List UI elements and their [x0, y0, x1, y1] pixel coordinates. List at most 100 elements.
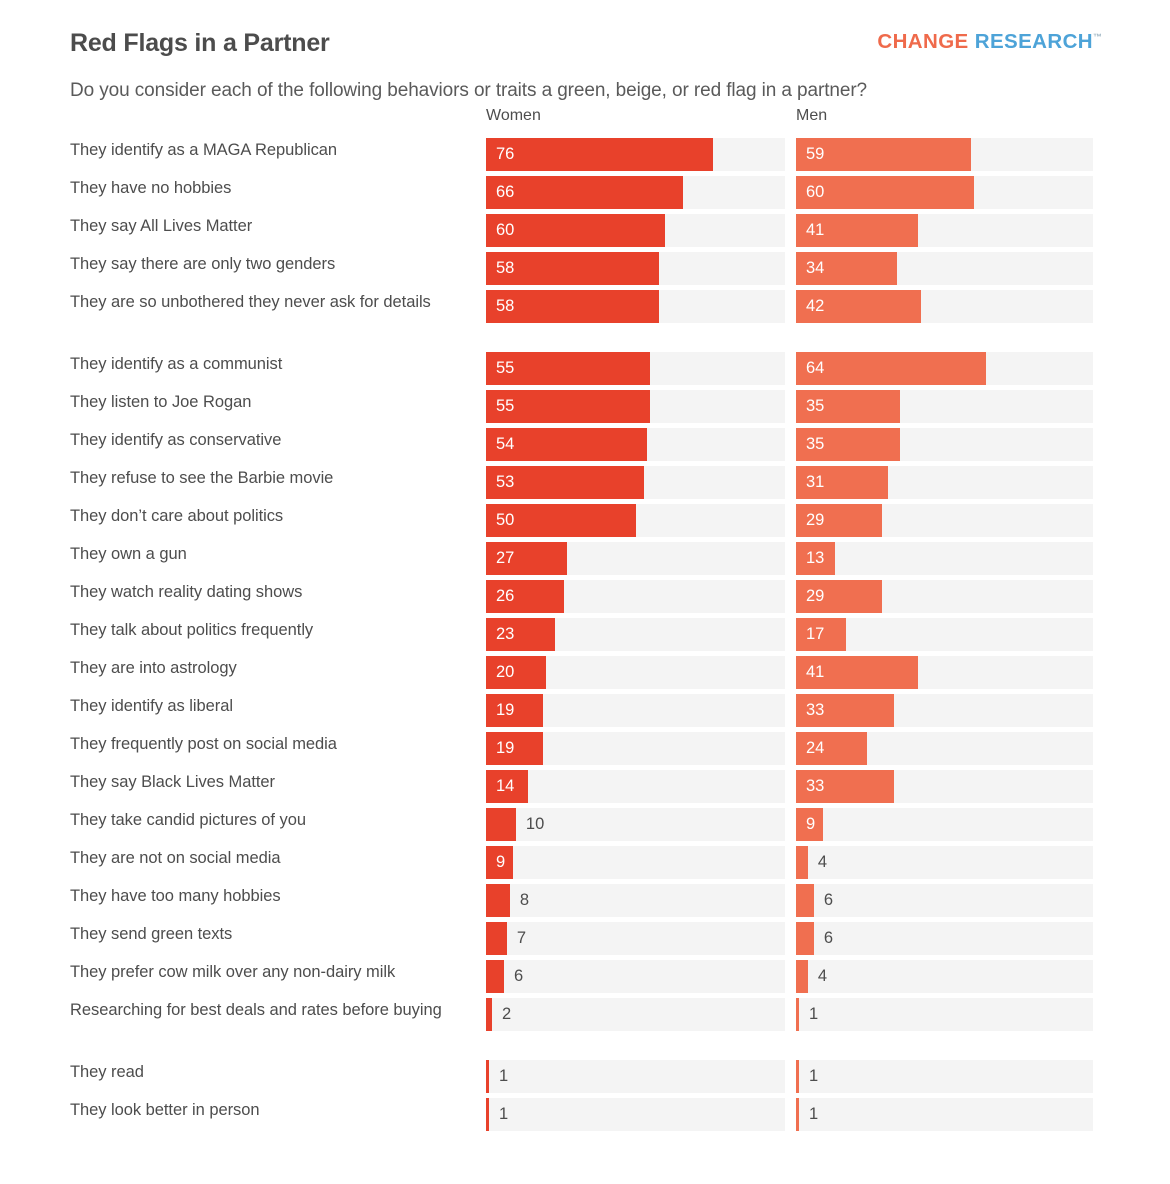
- bar-value-women: 7: [516, 929, 527, 947]
- bar-value-women: 6: [513, 967, 524, 985]
- bar-value-men: 13: [806, 549, 825, 567]
- bar-track-women: 60: [486, 214, 785, 247]
- row-label: They send green texts: [70, 925, 233, 943]
- bar-men: [796, 390, 900, 423]
- bar-track-women: 58: [486, 290, 785, 323]
- bar-value-women: 50: [496, 511, 515, 529]
- bar-men: [796, 998, 799, 1031]
- column-headers: Women Men: [0, 106, 1170, 132]
- table-row: They identify as liberal 19 33: [0, 694, 1170, 727]
- table-row: They have no hobbies 66 60: [0, 176, 1170, 209]
- table-row: They refuse to see the Barbie movie 53 31: [0, 466, 1170, 499]
- bar-value-men: 60: [806, 183, 825, 201]
- bar-track-men: 6: [796, 922, 1093, 955]
- bar-value-women: 54: [496, 435, 515, 453]
- bar-value-women: 23: [496, 625, 515, 643]
- bar-track-men: 1: [796, 998, 1093, 1031]
- bar-track-men: 29: [796, 580, 1093, 613]
- bar-track-women: 19: [486, 732, 785, 765]
- bar-men: [796, 1060, 799, 1093]
- bar-track-women: 50: [486, 504, 785, 537]
- row-label: They identify as conservative: [70, 431, 282, 449]
- table-row: They listen to Joe Rogan 55 35: [0, 390, 1170, 423]
- bar-value-men: 33: [806, 701, 825, 719]
- bar-value-men: 4: [817, 853, 828, 871]
- bar-value-women: 55: [496, 397, 515, 415]
- bar-track-men: 41: [796, 214, 1093, 247]
- bar-track-men: 29: [796, 504, 1093, 537]
- bar-track-men: 59: [796, 138, 1093, 171]
- bar-value-women: 26: [496, 587, 515, 605]
- bar-value-men: 42: [806, 297, 825, 315]
- bar-women: [486, 1098, 489, 1131]
- bar-value-men: 35: [806, 397, 825, 415]
- chart-subtitle: Do you consider each of the following be…: [70, 80, 868, 101]
- row-label: They refuse to see the Barbie movie: [70, 469, 334, 487]
- bar-track-men: 42: [796, 290, 1093, 323]
- bar-value-women: 8: [519, 891, 530, 909]
- bar-women: [486, 960, 504, 993]
- row-label: They identify as a MAGA Republican: [70, 141, 338, 159]
- bar-track-women: 20: [486, 656, 785, 689]
- bar-women: [486, 252, 660, 285]
- row-label: Researching for best deals and rates bef…: [70, 1001, 442, 1019]
- bar-men: [796, 542, 835, 575]
- bar-track-women: 7: [486, 922, 785, 955]
- bar-men: [796, 290, 921, 323]
- bar-men: [796, 618, 847, 651]
- bar-women: [486, 998, 492, 1031]
- table-row: They say there are only two genders 58 34: [0, 252, 1170, 285]
- row-label: They say there are only two genders: [70, 255, 336, 273]
- bar-track-women: 54: [486, 428, 785, 461]
- bar-men: [796, 428, 900, 461]
- bar-women: [486, 808, 516, 841]
- table-row: They don’t care about politics 50 29: [0, 504, 1170, 537]
- bar-value-women: 1: [499, 1067, 509, 1085]
- table-row: They say All Lives Matter 60 41: [0, 214, 1170, 247]
- bar-men: [796, 352, 987, 385]
- bar-track-men: 9: [796, 808, 1093, 841]
- bar-value-women: 19: [496, 701, 515, 719]
- bar-women: [486, 618, 555, 651]
- bar-women: [486, 390, 651, 423]
- table-row: They are not on social media 9 4: [0, 846, 1170, 879]
- bar-track-women: 19: [486, 694, 785, 727]
- table-row: They are so unbothered they never ask fo…: [0, 290, 1170, 343]
- bar-track-women: 2: [486, 998, 785, 1031]
- bar-men: [796, 694, 894, 727]
- bar-women: [486, 504, 636, 537]
- bar-track-women: 76: [486, 138, 785, 171]
- bar-women: [486, 352, 651, 385]
- bar-track-men: 41: [796, 656, 1093, 689]
- bar-men: [796, 466, 889, 499]
- chart-rows: They identify as a MAGA Republican 76 59 Th…: [0, 138, 1170, 1131]
- bar-value-men: 35: [806, 435, 825, 453]
- bar-value-men: 1: [809, 1105, 819, 1123]
- bar-men: [796, 656, 918, 689]
- table-row: They say Black Lives Matter 14 33: [0, 770, 1170, 803]
- bar-women: [486, 580, 564, 613]
- bar-value-women: 27: [496, 549, 515, 567]
- bar-value-men: 34: [806, 259, 825, 277]
- table-row: They talk about politics frequently 23 17: [0, 618, 1170, 651]
- page-title: Red Flags in a Partner: [70, 29, 330, 57]
- bar-track-men: 17: [796, 618, 1093, 651]
- bar-track-men: 1: [796, 1060, 1093, 1093]
- bar-value-women: 53: [496, 473, 515, 491]
- bar-value-women: 76: [496, 145, 515, 163]
- bar-track-men: 64: [796, 352, 1093, 385]
- bar-men: [796, 176, 975, 209]
- bar-track-women: 1: [486, 1098, 785, 1131]
- row-label: They own a gun: [70, 545, 187, 563]
- bar-value-men: 41: [806, 221, 825, 239]
- bar-value-men: 6: [823, 929, 833, 947]
- bar-value-men: 4: [817, 967, 828, 985]
- bar-value-men: 41: [806, 663, 825, 681]
- bar-value-women: 55: [496, 359, 515, 377]
- bar-value-men: 24: [806, 739, 825, 757]
- bar-men: [796, 1098, 799, 1131]
- row-label: They don’t care about politics: [70, 507, 284, 525]
- bar-women: [486, 656, 546, 689]
- bar-track-women: 58: [486, 252, 785, 285]
